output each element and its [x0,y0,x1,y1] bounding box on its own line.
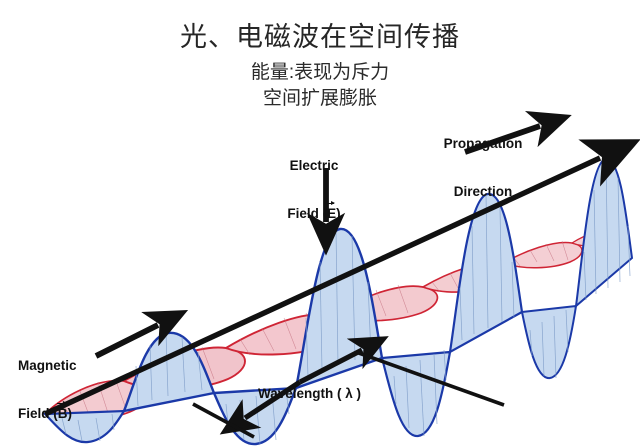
magnetic-label-line-2: Field (B) [18,400,110,422]
magnetic-vector-symbol: B [56,400,68,422]
magnetic-field-suffix: ) [67,405,73,421]
page-title: 光、电磁波在空间传播 [180,22,460,52]
magnetic-field-label: Magnetic Field (B) [18,326,110,448]
propagation-label-line-2: Direction [453,183,513,199]
propagation-label-line-1: Propagation [443,135,523,151]
propagation-axis [43,139,640,417]
magnetic-arrow [94,309,189,359]
wavelength-arrow-right [298,336,389,385]
wavelength-suffix: ) [352,386,362,401]
propagation-direction-label: Propagation Direction [428,104,538,231]
electric-field-suffix: ) [336,205,341,221]
magnetic-vector-bar [56,400,67,405]
electric-field-label: Electric Field (E) [262,126,366,253]
electric-field-prefix: Field ( [287,205,328,221]
subtitle-line-2: 空间扩展膨胀 [262,88,377,109]
electric-symbol-letter: E [327,205,337,221]
wavelength-line-right [355,350,505,407]
magnetic-label-line-1: Magnetic [18,357,77,373]
electric-lobe [42,409,127,444]
wavelength-line-left [192,402,255,439]
electric-label-line-2: Field (E) [262,200,366,222]
propagation-arrow [464,110,572,155]
electric-lobe [520,304,578,379]
magnetic-symbol-letter: B [57,405,68,421]
magnetic-field-prefix: Field ( [18,405,58,421]
wavelength-arrow-left [219,379,302,435]
wavelength-symbol: λ [345,386,353,401]
wavelength-label: Wavelength ( λ ) [258,386,408,402]
electric-vector-bar [326,200,336,205]
electric-label-line-1: Electric [289,157,339,173]
subtitle-line-1: 能量:表现为斥力 [250,62,390,83]
electric-lobe [448,192,524,355]
wavelength-prefix: Wavelength ( [258,386,346,401]
electric-vector-symbol: E [326,200,337,222]
